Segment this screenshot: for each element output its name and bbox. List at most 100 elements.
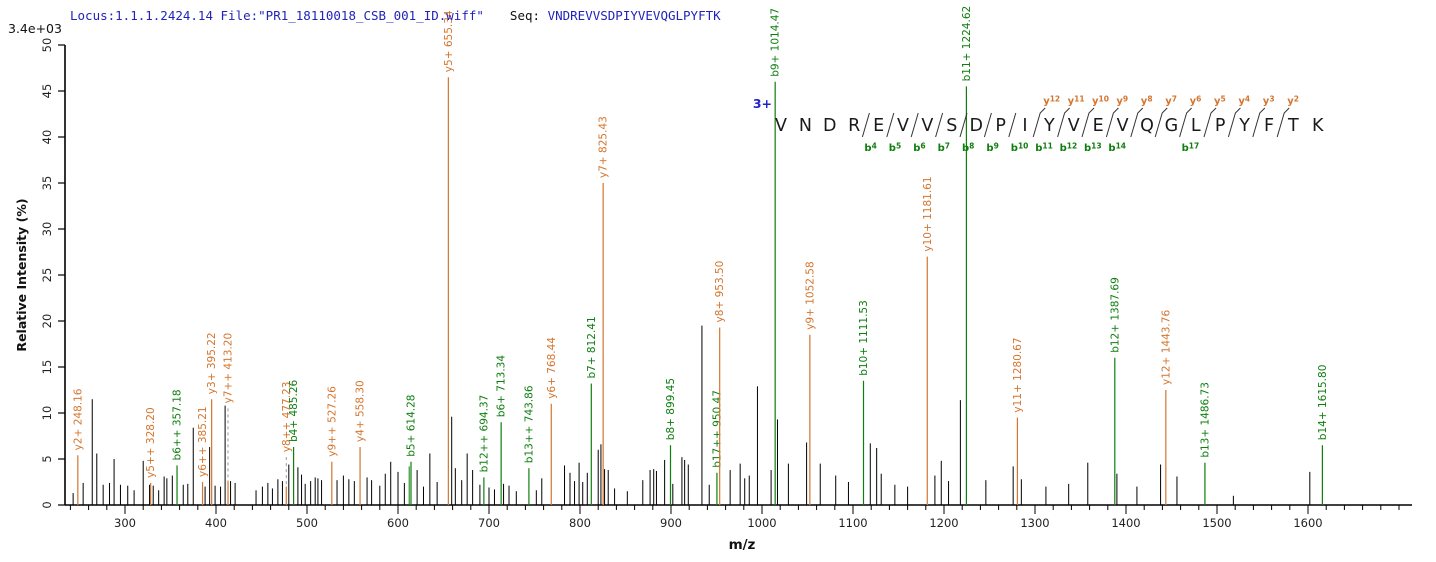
y-ion-marker: y5 xyxy=(1214,95,1226,108)
cleavage-mark xyxy=(1276,107,1290,138)
sequence-residue: V xyxy=(1068,116,1080,136)
cleavage-mark xyxy=(1203,107,1217,138)
b-ion-peak-label: b12++ 694.37 xyxy=(478,395,490,473)
y-ion-peak-label: y10+ 1181.61 xyxy=(922,176,934,251)
intensity-scale-note: 3.4e+03 xyxy=(8,21,62,36)
b-ion-peak-label: b11+ 1224.62 xyxy=(961,6,973,82)
y-ion-marker: y7 xyxy=(1165,95,1177,108)
b-ion-marker: b8 xyxy=(962,142,974,155)
sequence-residue: V xyxy=(1117,116,1129,136)
sequence-residue: R xyxy=(848,116,860,136)
y-tick-label: 20 xyxy=(40,314,54,329)
sequence-residue: N xyxy=(799,116,812,136)
y-ion-peak-label: y9++ 527.26 xyxy=(326,386,338,457)
cleavage-mark xyxy=(1081,107,1095,138)
y-ion-peak-label: y5+ 655.34 xyxy=(443,10,455,72)
y-ion-peak-label: y6++ 385.21 xyxy=(197,406,209,477)
x-tick-label: 900 xyxy=(660,516,682,530)
cleavage-mark xyxy=(1154,107,1168,138)
sequence-residue: D xyxy=(969,116,982,136)
sequence-residue: P xyxy=(995,116,1006,136)
sequence-residue: T xyxy=(1287,116,1299,136)
y-ion-peak-label: y5++ 328.20 xyxy=(145,407,157,478)
sequence-residue: Q xyxy=(1140,116,1154,136)
y-ion-marker: y11 xyxy=(1068,95,1085,108)
b-ion-peak-label: b5+ 614.28 xyxy=(405,395,417,457)
b-ion-marker: b13 xyxy=(1084,142,1102,155)
b-ion-peak-label: b6++ 357.18 xyxy=(172,389,184,460)
sequence-text: VNDREVVSDPIYVEVQGLPYFTK xyxy=(547,8,721,23)
y-ion-marker: y6 xyxy=(1190,95,1202,108)
sequence-residue: Y xyxy=(1238,116,1250,136)
sequence-residue: F xyxy=(1264,116,1274,136)
y-ion-peak-label: y7++ 413.20 xyxy=(223,333,235,404)
cleavage-mark xyxy=(935,112,944,138)
cleavage-mark xyxy=(910,112,919,138)
b-ion-marker: b17 xyxy=(1182,142,1200,155)
locus-file-text: Locus:1.1.1.2424.14 File:"PR1_18110018_C… xyxy=(70,8,484,23)
b-ion-peak-label: b13++ 743.86 xyxy=(523,385,535,463)
sequence-residue: D xyxy=(823,116,836,136)
b-ion-peak-label: b9+ 1014.47 xyxy=(770,8,782,77)
y-ion-marker: y4 xyxy=(1238,95,1250,108)
y-tick-label: 30 xyxy=(40,222,54,237)
x-tick-label: 1100 xyxy=(838,516,867,530)
y-ion-marker: y8 xyxy=(1141,95,1153,108)
sequence-residue: S xyxy=(946,116,957,136)
y-tick-label: 10 xyxy=(40,406,54,421)
b-ion-marker: b7 xyxy=(938,142,950,155)
x-tick-label: 1600 xyxy=(1293,516,1322,530)
b-ion-peak-label: b14+ 1615.80 xyxy=(1317,365,1329,441)
sequence-residue: E xyxy=(873,116,884,136)
sequence-residue: V xyxy=(775,116,787,136)
y-ion-marker: y12 xyxy=(1043,95,1060,108)
sequence-residue: G xyxy=(1165,116,1179,136)
cleavage-mark xyxy=(886,112,895,138)
y-axis-title: Relative Intensity (%) xyxy=(14,198,29,351)
cleavage-mark xyxy=(861,112,870,138)
x-tick-label: 700 xyxy=(478,516,500,530)
sequence-residue: L xyxy=(1191,116,1201,136)
cleavage-mark xyxy=(1252,107,1266,138)
b-ion-peak-label: b7+ 812.41 xyxy=(586,316,598,378)
b-ion-peak-label: b10+ 1111.53 xyxy=(858,300,870,376)
y-tick-label: 40 xyxy=(40,130,54,145)
x-tick-label: 500 xyxy=(296,516,318,530)
y-ion-peak-label: y12+ 1443.76 xyxy=(1160,310,1172,385)
y-tick-label: 50 xyxy=(40,38,54,53)
y-tick-label: 25 xyxy=(40,268,54,283)
b-ion-peak-label: b17++ 950.47 xyxy=(711,390,723,468)
sequence-residue: E xyxy=(1093,116,1104,136)
seq-label: Seq: xyxy=(509,8,541,23)
b-ion-marker: b9 xyxy=(986,142,998,155)
b-ion-peak-label: b12+ 1387.69 xyxy=(1109,277,1121,353)
b-ion-marker: b14 xyxy=(1108,142,1126,155)
b-ion-marker: b11 xyxy=(1035,142,1053,155)
cleavage-mark xyxy=(1105,107,1119,138)
y-ion-marker: y2 xyxy=(1287,95,1299,108)
sequence-residue: Y xyxy=(1043,116,1055,136)
y-tick-label: 15 xyxy=(40,360,54,375)
b-ion-marker: b5 xyxy=(889,142,901,155)
sequence-residue: P xyxy=(1215,116,1226,136)
y-tick-label: 45 xyxy=(40,84,54,99)
cleavage-mark xyxy=(1032,107,1046,138)
y-ion-marker: y10 xyxy=(1092,95,1109,108)
b-ion-marker: b12 xyxy=(1060,142,1078,155)
x-tick-label: 1200 xyxy=(929,516,958,530)
sequence-residue: K xyxy=(1312,116,1324,136)
b-ion-marker: b4 xyxy=(864,142,876,155)
x-tick-label: 300 xyxy=(114,516,136,530)
cleavage-mark xyxy=(1130,107,1144,138)
y-tick-label: 0 xyxy=(40,501,54,508)
x-tick-label: 1300 xyxy=(1020,516,1049,530)
header-bar: Locus:1.1.1.2424.14 File:"PR1_18110018_C… xyxy=(70,8,721,23)
b-ion-peak-label: b13+ 1486.73 xyxy=(1199,382,1211,458)
cleavage-mark xyxy=(1008,112,1017,138)
sequence-residue: I xyxy=(1022,116,1027,136)
x-tick-label: 1000 xyxy=(747,516,776,530)
precursor-charge: 3+ xyxy=(753,96,772,111)
y-ion-peak-label: y3+ 395.22 xyxy=(206,332,218,394)
